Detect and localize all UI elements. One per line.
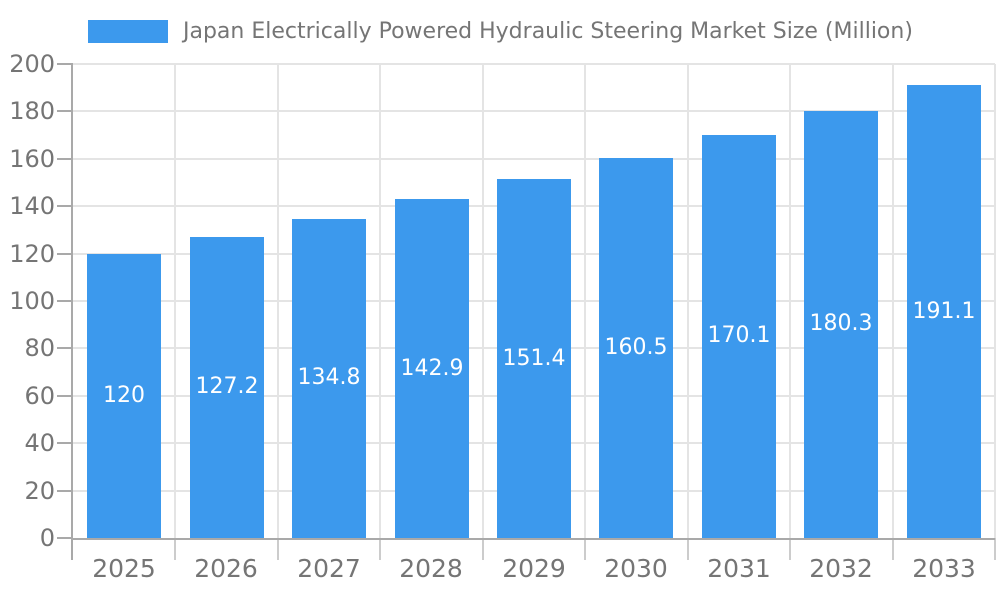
bar[interactable] (395, 199, 469, 538)
y-tick-label: 0 (39, 524, 55, 552)
gridline-vertical (277, 64, 279, 538)
y-axis-tick (57, 347, 73, 349)
y-axis-tick (57, 537, 73, 539)
gridline-vertical (789, 64, 791, 538)
legend: Japan Electrically Powered Hydraulic Ste… (88, 17, 913, 45)
bar-value-label: 142.9 (400, 356, 464, 381)
bar[interactable] (804, 111, 878, 538)
y-axis-tick (57, 158, 73, 160)
bar[interactable] (599, 158, 673, 538)
x-axis-line (71, 538, 995, 540)
y-tick-label: 60 (24, 382, 55, 410)
gridline-horizontal (73, 158, 995, 160)
gridline-vertical (892, 64, 894, 538)
gridline-horizontal (73, 63, 995, 65)
y-axis-tick (57, 110, 73, 112)
x-tick-label: 2031 (707, 554, 771, 583)
bar-value-label: 160.5 (604, 335, 668, 360)
legend-swatch[interactable] (88, 19, 168, 43)
x-axis-tick (584, 538, 586, 560)
x-axis-tick (482, 538, 484, 560)
bar-value-label: 127.2 (195, 374, 259, 399)
y-axis-tick (57, 300, 73, 302)
y-axis-tick (57, 395, 73, 397)
bar[interactable] (702, 135, 776, 538)
gridline-vertical (584, 64, 586, 538)
y-axis-tick (57, 490, 73, 492)
gridline-vertical (994, 64, 996, 538)
x-tick-label: 2027 (297, 554, 361, 583)
y-axis-tick (57, 63, 73, 65)
x-tick-label: 2033 (912, 554, 976, 583)
bar-value-label: 180.3 (809, 311, 873, 336)
x-axis-tick (789, 538, 791, 560)
bar[interactable] (907, 85, 981, 538)
x-axis-tick (687, 538, 689, 560)
y-axis-tick (57, 442, 73, 444)
y-tick-label: 140 (9, 192, 55, 220)
y-tick-label: 80 (24, 334, 55, 362)
x-axis-tick (379, 538, 381, 560)
y-axis-line (71, 64, 73, 560)
gridline-vertical (482, 64, 484, 538)
x-tick-label: 2030 (604, 554, 668, 583)
x-axis-tick (277, 538, 279, 560)
y-tick-label: 160 (9, 145, 55, 173)
legend-label[interactable]: Japan Electrically Powered Hydraulic Ste… (183, 18, 913, 44)
y-tick-label: 20 (24, 477, 55, 505)
y-tick-label: 40 (24, 429, 55, 457)
bar[interactable] (497, 179, 571, 538)
bar-value-label: 191.1 (912, 299, 976, 324)
gridline-vertical (687, 64, 689, 538)
x-axis-tick (892, 538, 894, 560)
y-axis-tick (57, 205, 73, 207)
bar-value-label: 120 (103, 383, 145, 408)
gridline-horizontal (73, 110, 995, 112)
bar-value-label: 134.8 (297, 365, 361, 390)
y-axis-tick (57, 253, 73, 255)
bar-value-label: 170.1 (707, 323, 771, 348)
x-tick-label: 2028 (399, 554, 463, 583)
gridline-vertical (174, 64, 176, 538)
gridline-vertical (379, 64, 381, 538)
bar[interactable] (190, 237, 264, 538)
bar[interactable] (87, 254, 161, 538)
x-tick-label: 2029 (502, 554, 566, 583)
x-axis-tick (174, 538, 176, 560)
x-tick-label: 2026 (194, 554, 258, 583)
x-tick-label: 2025 (92, 554, 156, 583)
x-tick-label: 2032 (809, 554, 873, 583)
y-tick-label: 120 (9, 240, 55, 268)
x-axis-tick (994, 538, 996, 560)
y-tick-label: 180 (9, 97, 55, 125)
y-tick-label: 200 (9, 50, 55, 78)
bar[interactable] (292, 219, 366, 538)
y-tick-label: 100 (9, 287, 55, 315)
bar-value-label: 151.4 (502, 346, 566, 371)
